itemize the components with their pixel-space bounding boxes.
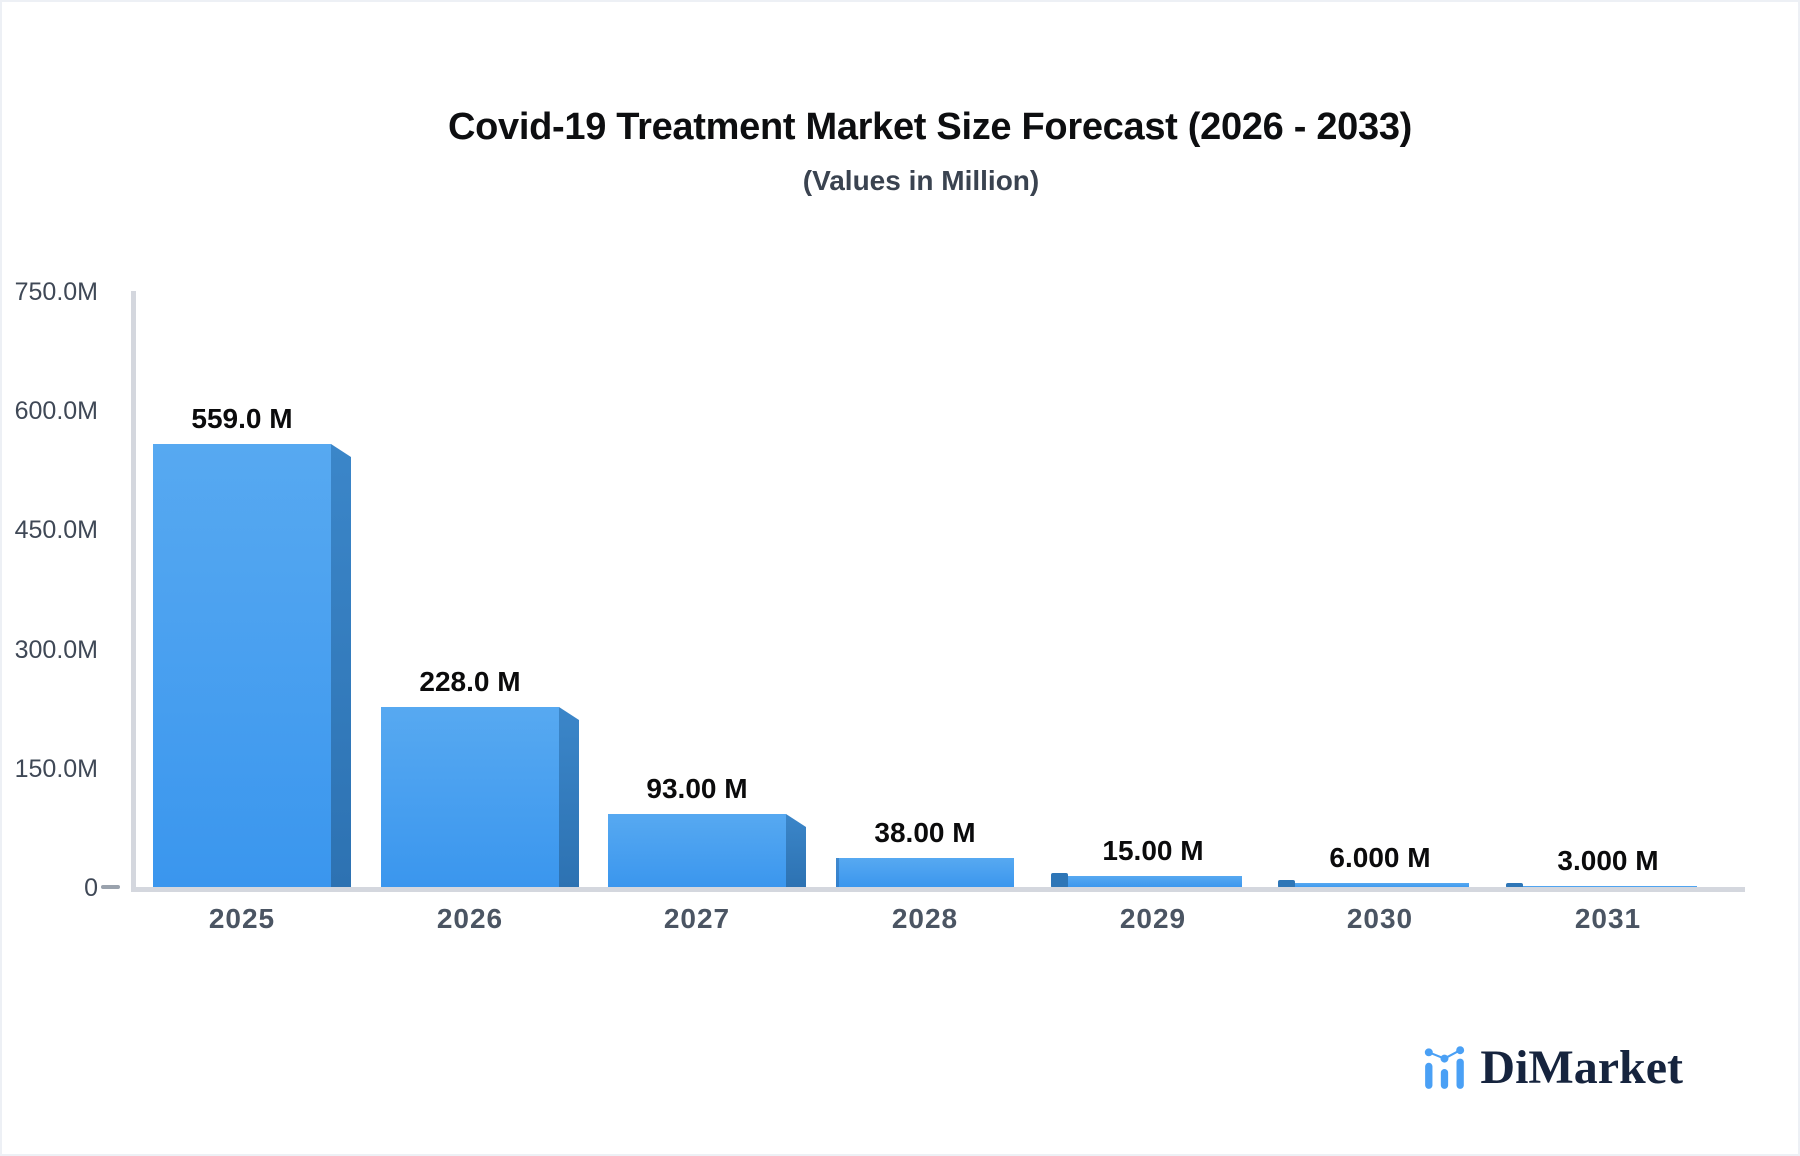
y-axis-tick-label: 750.0M — [14, 278, 98, 306]
x-axis-tick-label: 2027 — [663, 903, 731, 934]
bar-side-3d — [786, 814, 806, 888]
bar-value-label: 6.000 M — [1329, 842, 1431, 873]
bar-face — [381, 707, 559, 888]
bar-side-3d — [331, 444, 351, 888]
y-axis-line — [131, 291, 136, 892]
bar-value-label: 93.00 M — [646, 773, 748, 804]
bar-left-cap — [1051, 873, 1068, 888]
bar-value-label: 38.00 M — [874, 817, 976, 848]
x-axis-tick-label: 2025 — [208, 903, 276, 934]
bar-face — [836, 858, 1014, 888]
x-axis-tick-label: 2026 — [436, 903, 504, 934]
bar-left-cap — [1506, 883, 1523, 888]
zero-tick-mark — [101, 885, 120, 889]
bar-left-cap — [1278, 880, 1295, 888]
bar-face — [1067, 876, 1242, 888]
bar-value-label: 228.0 M — [419, 666, 521, 697]
chart-title: Covid-19 Treatment Market Size Forecast … — [447, 106, 1413, 148]
bar-value-label: 15.00 M — [1102, 835, 1204, 866]
y-axis-tick-label: 300.0M — [14, 635, 98, 664]
bar-chart-logo-icon — [1425, 1046, 1465, 1089]
bar-face — [153, 444, 331, 888]
bar-value-label: 3.000 M — [1557, 845, 1659, 876]
x-axis-tick-label: 2028 — [891, 903, 959, 934]
chart-subtitle: (Values in Million) — [802, 165, 1040, 196]
y-axis-tick-label: 0 — [84, 874, 98, 902]
bar-face — [608, 814, 786, 888]
brand-logo-text: DiMarket — [1480, 1041, 1683, 1094]
y-axis-tick-label: 150.0M — [14, 754, 98, 783]
bar-face — [1294, 883, 1469, 888]
x-axis-tick-label: 2031 — [1574, 903, 1642, 934]
x-axis-line — [131, 887, 1745, 892]
brand-logo: DiMarket — [1422, 1040, 1683, 1096]
x-axis-tick-label: 2030 — [1346, 903, 1414, 934]
bar-value-label: 559.0 M — [191, 403, 293, 434]
bar-side-3d — [559, 707, 579, 888]
y-axis-tick-label: 600.0M — [14, 397, 98, 426]
x-axis-tick-label: 2029 — [1119, 903, 1187, 934]
y-axis-tick-label: 450.0M — [14, 516, 98, 545]
